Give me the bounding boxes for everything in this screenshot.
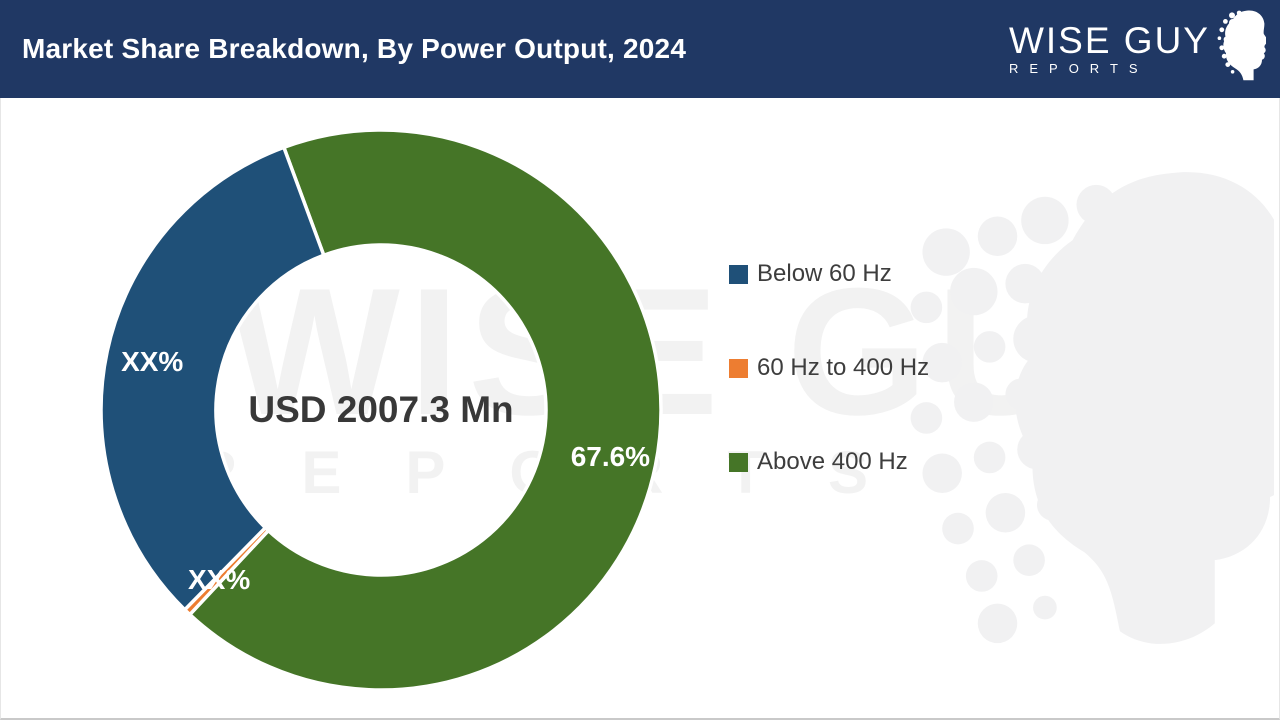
chart-canvas: WISE GUY REPORTS 67.6%XX%XX%USD 2007.3 M…: [0, 98, 1280, 720]
logo-wordmark: WISE GUY: [1008, 19, 1210, 61]
logo-head-icon: [1217, 10, 1266, 81]
legend-swatch: [729, 264, 748, 284]
donut-center-label: USD 2007.3 Mn: [248, 389, 513, 430]
legend-item: 60 Hz to 400 Hz: [729, 354, 929, 382]
segment-label: XX%: [121, 346, 183, 377]
legend-item: Above 400 Hz: [729, 448, 929, 476]
page-title: Market Share Breakdown, By Power Output,…: [22, 33, 687, 64]
legend-label: Above 400 Hz: [757, 448, 908, 475]
legend-label: 60 Hz to 400 Hz: [757, 354, 930, 381]
legend: Below 60 Hz 60 Hz to 400 Hz Above 400 Hz: [729, 260, 929, 542]
segment-label: 67.6%: [571, 441, 650, 472]
legend-label: Below 60 Hz: [757, 260, 892, 287]
segment-label: XX%: [188, 564, 250, 595]
header-bar: Market Share Breakdown, By Power Output,…: [0, 0, 1280, 98]
legend-swatch: [729, 358, 748, 378]
legend-item: Below 60 Hz: [729, 260, 929, 288]
logo-subtitle: REPORTS: [1008, 61, 1149, 77]
donut-segment: [188, 128, 663, 692]
donut-segment: [99, 145, 326, 612]
watermark-head-icon: [910, 172, 1274, 644]
legend-swatch: [729, 452, 748, 472]
logo-text: WISE GUY REPORTS: [1008, 19, 1210, 77]
wiseguy-logo: WISE GUY REPORTS: [1009, 7, 1266, 91]
donut-chart: 67.6% XX% XX% USD 2007.3 Mn: [99, 128, 663, 692]
